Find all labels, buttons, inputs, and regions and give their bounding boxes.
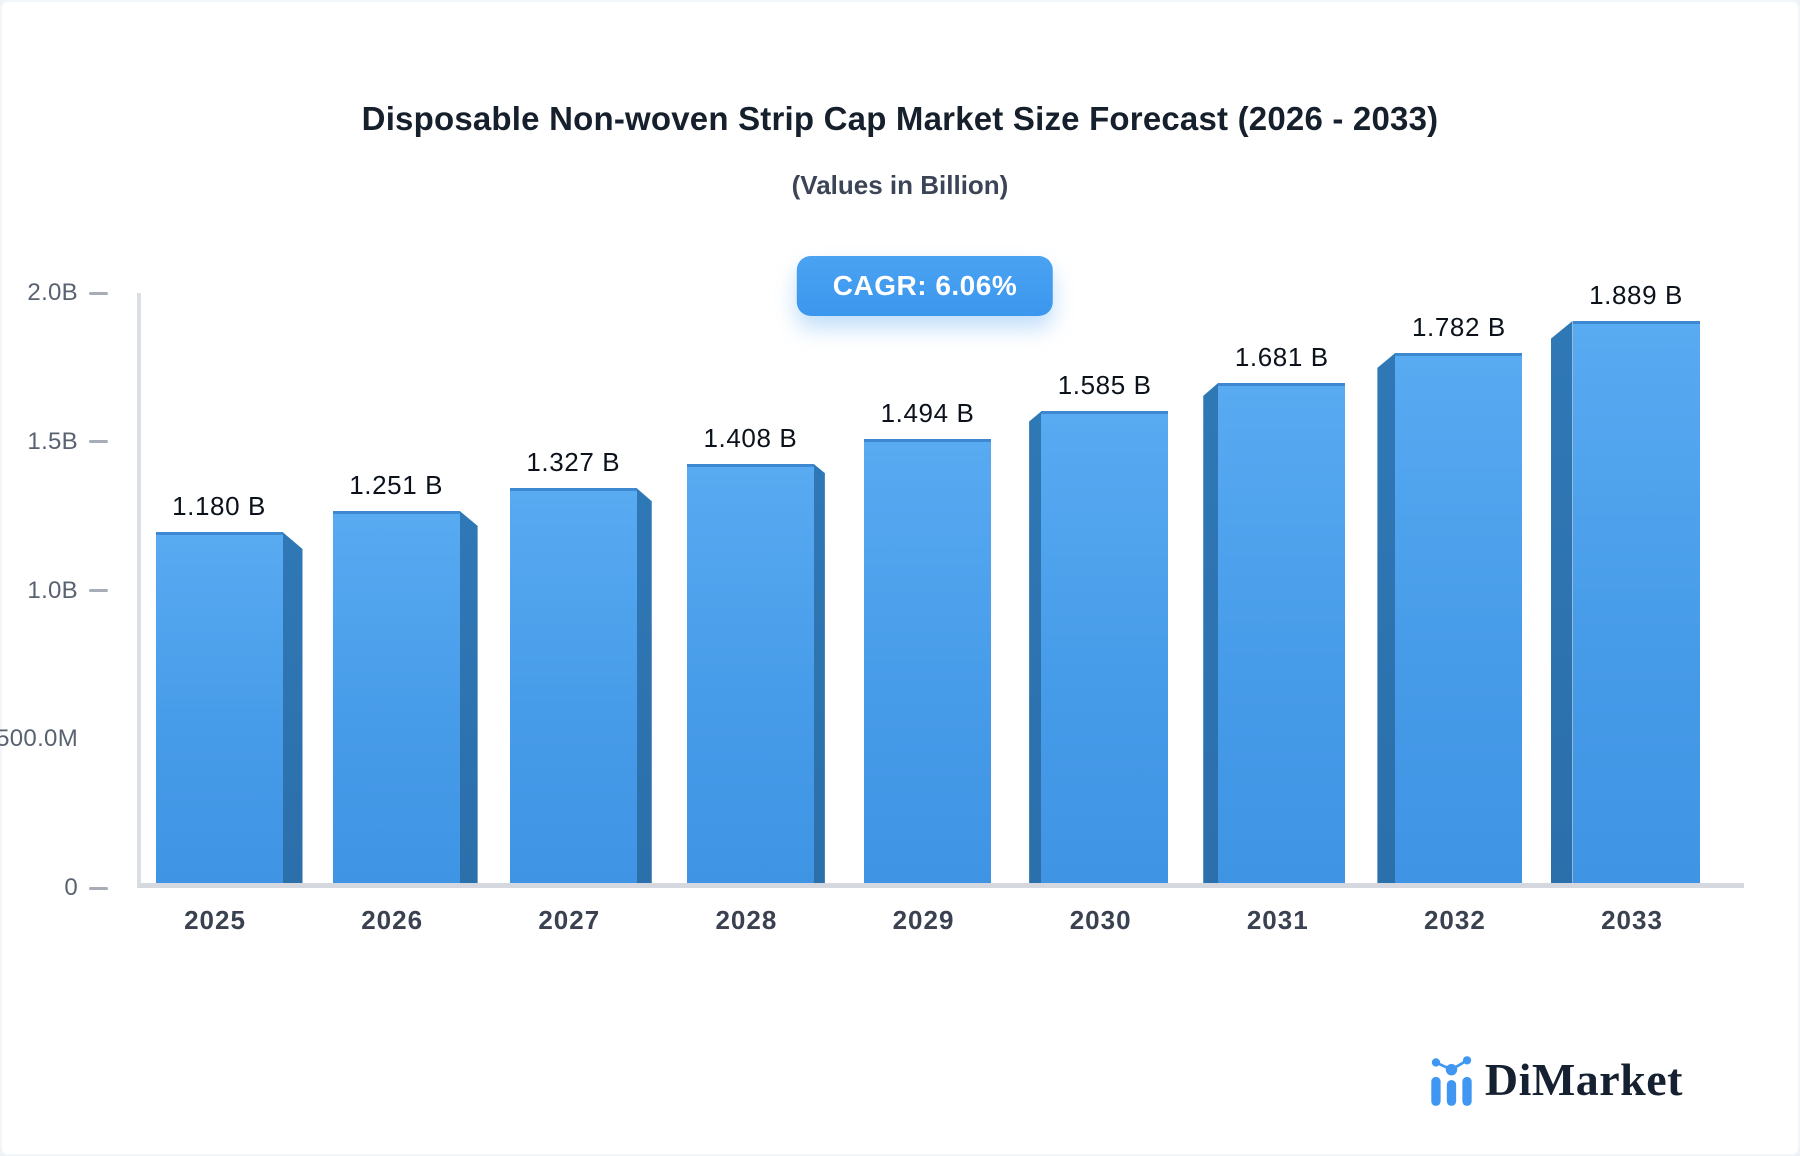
bar-value-label-2025: 1.180 B bbox=[172, 490, 266, 521]
plot-area: 1.180 B 1.251 B 1.327 B 1.408 B 1.494 B 1.585… bbox=[137, 280, 1744, 888]
bar-value-label-2030: 1.585 B bbox=[1057, 370, 1152, 401]
mini-bar-line-chart-icon bbox=[1431, 1056, 1472, 1106]
bar-2025[interactable] bbox=[155, 531, 283, 883]
bar-side-face-2028 bbox=[813, 464, 825, 883]
bar-side-face-2030 bbox=[1029, 411, 1042, 883]
x-tick-label-2025: 2025 bbox=[184, 905, 246, 935]
bar-value-label-2026: 1.251 B bbox=[349, 469, 444, 500]
bar-value-label-2027: 1.327 B bbox=[526, 447, 621, 478]
x-tick-label-2031: 2031 bbox=[1246, 905, 1309, 935]
bar-value-label-2031: 1.681 B bbox=[1234, 341, 1329, 372]
bar-2028[interactable] bbox=[686, 464, 814, 883]
bar-value-label-2028: 1.408 B bbox=[703, 423, 798, 454]
y-tick-label: 1.0B bbox=[27, 576, 78, 604]
x-tick-label-2033: 2033 bbox=[1601, 905, 1663, 935]
y-tick-dash bbox=[89, 291, 108, 295]
y-tick-label: 0 bbox=[64, 874, 78, 901]
bar-side-face-2026 bbox=[459, 510, 478, 883]
bar-2033[interactable] bbox=[1572, 321, 1700, 883]
y-tick-2.0B: 2.0B bbox=[27, 278, 137, 308]
y-tick-label: 500.0M bbox=[0, 725, 78, 753]
x-tick-label-2027: 2027 bbox=[538, 905, 601, 935]
cagr-badge: CAGR: 6.06% bbox=[796, 256, 1054, 316]
y-tick-dash bbox=[89, 440, 108, 444]
y-tick-dash bbox=[89, 886, 108, 890]
y-axis: 2.0B 1.5B 1.0B 500.0M 0 bbox=[0, 279, 137, 901]
bar-2029[interactable] bbox=[864, 438, 991, 883]
bar-2032[interactable] bbox=[1395, 352, 1523, 883]
dimarket-logo: DiMarket bbox=[1429, 1050, 1683, 1108]
logo-text: DiMarket bbox=[1484, 1053, 1683, 1105]
bar-value-label-2029: 1.494 B bbox=[880, 397, 975, 428]
bar-side-face-2025 bbox=[282, 531, 303, 883]
bar-side-face-2027 bbox=[636, 488, 652, 883]
y-tick-1.0B: 1.0B bbox=[27, 576, 137, 606]
bar-2027[interactable] bbox=[509, 488, 637, 883]
bar-side-face-2032 bbox=[1377, 352, 1396, 883]
y-tick-500.0M: 500.0M bbox=[0, 724, 137, 754]
y-tick-label: 1.5B bbox=[27, 427, 78, 455]
x-tick-label-2030: 2030 bbox=[1069, 905, 1132, 935]
y-tick-dash bbox=[89, 589, 108, 592]
y-tick-0: 0 bbox=[64, 873, 137, 903]
bar-2026[interactable] bbox=[332, 510, 460, 883]
bar-2031[interactable] bbox=[1218, 382, 1346, 883]
x-tick-label-2026: 2026 bbox=[361, 905, 424, 935]
bar-value-label-2032: 1.782 B bbox=[1411, 311, 1506, 342]
x-tick-label-2029: 2029 bbox=[892, 905, 955, 935]
x-tick-label-2032: 2032 bbox=[1423, 905, 1486, 935]
bar-side-face-2033 bbox=[1550, 321, 1573, 883]
chart-subtitle: (Values in Billion) bbox=[791, 170, 1009, 200]
chart-title: Disposable Non-woven Strip Cap Market Si… bbox=[361, 100, 1439, 137]
bar-value-label-2033: 1.889 B bbox=[1589, 280, 1683, 311]
x-tick-label-2028: 2028 bbox=[715, 905, 778, 935]
bar-side-face-2031 bbox=[1203, 382, 1219, 883]
bar-2030[interactable] bbox=[1041, 411, 1169, 883]
y-tick-label: 2.0B bbox=[27, 279, 78, 306]
y-tick-1.5B: 1.5B bbox=[27, 427, 137, 457]
